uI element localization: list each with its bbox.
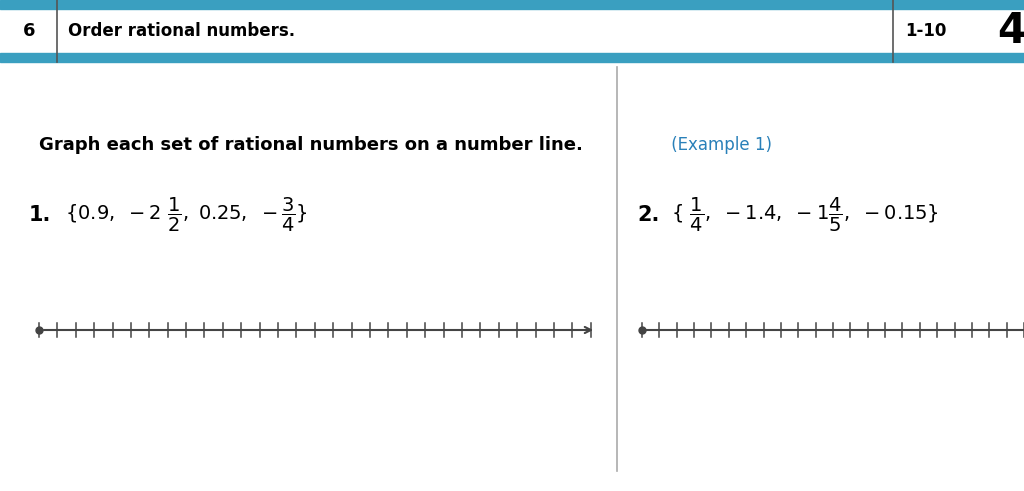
Text: $\{\ \dfrac{1}{4},\ -1.4,\ -1\dfrac{4}{5},\ -0.15\}$: $\{\ \dfrac{1}{4},\ -1.4,\ -1\dfrac{4}{5… [671,196,938,234]
Text: 1-10: 1-10 [905,22,946,40]
Text: 2.: 2. [637,205,659,225]
Bar [0,53,1024,62]
Text: 1.: 1. [29,205,51,225]
Text: $\{0.9,\ -2\ \dfrac{1}{2},\ 0.25,\ -\dfrac{3}{4}\}$: $\{0.9,\ -2\ \dfrac{1}{2},\ 0.25,\ -\dfr… [65,196,307,234]
Text: (Example 1): (Example 1) [666,136,772,154]
Bar [0,0,1024,9]
Text: Graph each set of rational numbers on a number line.: Graph each set of rational numbers on a … [39,136,583,154]
Text: Order rational numbers.: Order rational numbers. [68,22,295,40]
Bar [0,9,1024,53]
Text: 6: 6 [23,22,35,40]
Text: 4: 4 [997,10,1024,52]
